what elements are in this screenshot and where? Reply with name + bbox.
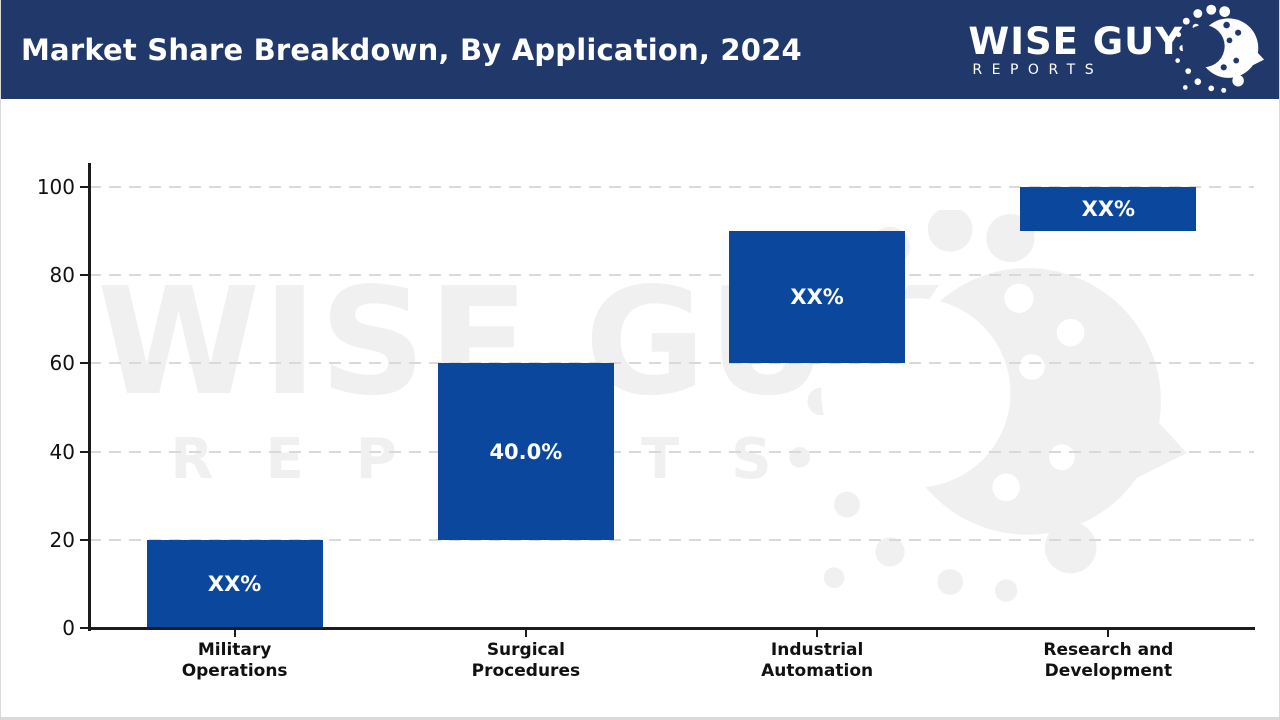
y-tick-100 [80,186,89,188]
x-category-label-0: Military Operations [105,640,365,682]
x-category-label-2: Industrial Automation [687,640,947,682]
x-tick-3 [1107,630,1110,637]
chart-title: Market Share Breakdown, By Application, … [21,32,802,67]
x-category-label-line: Industrial [770,640,864,660]
brand-logo: WISE GUY REPORTS [968,4,1265,96]
x-category-label-line: Surgical [486,640,565,660]
x-category-label-line: Military [197,640,272,660]
y-tick-label-100: 100 [36,175,75,199]
x-category-label-line: Operations [181,661,288,681]
y-tick-20 [80,538,89,541]
gridline-100 [89,186,1254,188]
brand-subtitle: REPORTS [972,61,1104,78]
y-tick-label-20: 20 [49,527,75,552]
y-tick-60 [80,362,89,365]
x-tick-2 [816,630,819,637]
bar-3 [1020,187,1197,232]
x-category-label-line: Procedures [471,661,581,681]
y-tick-40 [80,450,89,453]
header-bar: Market Share Breakdown, By Application, … [1,0,1279,99]
x-tick-0 [233,630,236,637]
waterfall-chart: 0 20 40 60 80 100 XX% 40.0% XX% XX% Military Operat… [1,99,1279,717]
y-tick-label-0: 0 [62,616,75,640]
bar-value-label-1: 40.0% [489,439,563,464]
y-tick-label-80: 80 [49,263,75,288]
brand-name: WISE GUY [968,19,1183,63]
y-tick-0 [80,627,89,629]
bar-1 [437,363,614,540]
bar-value-label-2: XX% [790,285,844,310]
gridline-40 [89,450,1254,453]
gridline-20 [89,538,1254,541]
bar-value-label-0: XX% [207,571,262,596]
brand-logo-text: WISE GUY REPORTS [968,23,1183,77]
gridline-60 [89,362,1254,365]
x-category-label-3: Research and Development [978,640,1238,682]
x-axis-line [88,627,1255,630]
x-tick-1 [524,630,527,637]
y-axis-line [88,163,91,631]
bar-2 [729,231,906,364]
gridline-80 [89,274,1254,277]
y-tick-80 [80,274,89,277]
bar-value-label-3: XX% [1081,197,1136,222]
x-category-label-line: Research and [1043,640,1174,660]
y-tick-label-40: 40 [49,439,75,464]
x-category-label-1: Surgical Procedures [396,640,656,682]
head-profile-logo-icon [1175,4,1265,93]
x-category-label-line: Automation [761,661,874,681]
y-tick-label-60: 60 [49,351,75,376]
bar-0 [146,539,323,628]
x-category-label-line: Development [1044,661,1173,681]
